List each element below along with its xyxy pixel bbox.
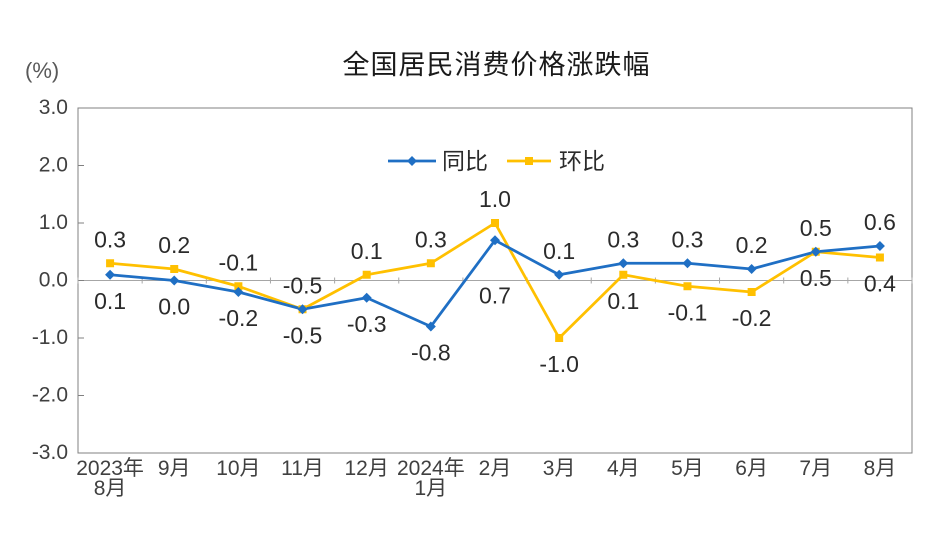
svg-text:0.3: 0.3 [415, 226, 447, 252]
svg-text:-0.5: -0.5 [283, 322, 323, 348]
svg-text:0.2: 0.2 [736, 232, 768, 258]
svg-text:-0.2: -0.2 [219, 305, 259, 331]
svg-text:3.0: 3.0 [39, 96, 68, 119]
svg-text:0.1: 0.1 [543, 238, 575, 264]
svg-text:0.4: 0.4 [864, 271, 896, 297]
svg-text:0.5: 0.5 [800, 265, 832, 291]
svg-text:-0.3: -0.3 [347, 311, 387, 337]
svg-text:1.0: 1.0 [479, 186, 511, 212]
svg-text:1月: 1月 [415, 477, 448, 500]
svg-text:0.0: 0.0 [158, 294, 190, 320]
svg-text:3月: 3月 [543, 457, 576, 480]
svg-text:10月: 10月 [216, 457, 260, 480]
svg-text:0.6: 0.6 [864, 209, 896, 235]
svg-text:11月: 11月 [281, 457, 324, 480]
svg-text:1.0: 1.0 [39, 211, 68, 234]
svg-text:9月: 9月 [158, 457, 191, 480]
svg-text:0.2: 0.2 [158, 232, 190, 258]
svg-text:0.1: 0.1 [351, 238, 383, 264]
svg-text:0.5: 0.5 [800, 215, 832, 241]
svg-text:0.1: 0.1 [607, 288, 639, 314]
svg-text:-0.1: -0.1 [668, 299, 708, 325]
svg-text:0.3: 0.3 [94, 226, 126, 252]
svg-text:0.1: 0.1 [94, 288, 126, 314]
svg-text:8月: 8月 [864, 457, 897, 480]
svg-text:6月: 6月 [735, 457, 768, 480]
svg-text:0.0: 0.0 [39, 269, 68, 292]
svg-text:-0.2: -0.2 [732, 305, 772, 331]
svg-text:2月: 2月 [479, 457, 512, 480]
svg-text:7月: 7月 [799, 457, 832, 480]
svg-text:0.3: 0.3 [607, 226, 639, 252]
svg-text:同比: 同比 [442, 148, 488, 174]
svg-text:0.7: 0.7 [479, 283, 511, 309]
svg-text:2.0: 2.0 [39, 154, 68, 177]
svg-text:-3.0: -3.0 [32, 441, 68, 464]
svg-text:0.3: 0.3 [671, 226, 703, 252]
svg-text:-2.0: -2.0 [32, 384, 68, 407]
svg-text:12月: 12月 [345, 457, 389, 480]
svg-text:-0.5: -0.5 [283, 272, 323, 298]
svg-text:-0.1: -0.1 [219, 249, 259, 275]
svg-text:8月: 8月 [94, 477, 127, 500]
svg-text:5月: 5月 [671, 457, 704, 480]
svg-text:-1.0: -1.0 [32, 326, 68, 349]
svg-text:-1.0: -1.0 [539, 351, 579, 377]
svg-text:环比: 环比 [559, 148, 605, 174]
svg-text:4月: 4月 [607, 457, 640, 480]
svg-text:-0.8: -0.8 [411, 340, 451, 366]
